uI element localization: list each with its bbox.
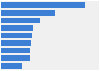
Bar (1, 2, 85, 8)
Bar (1, 25, 33, 31)
Bar (1, 63, 22, 69)
Bar (1, 18, 40, 23)
Bar (1, 55, 30, 61)
Bar (1, 10, 55, 16)
Bar (1, 33, 32, 38)
Bar (1, 40, 31, 46)
Bar (1, 48, 30, 53)
